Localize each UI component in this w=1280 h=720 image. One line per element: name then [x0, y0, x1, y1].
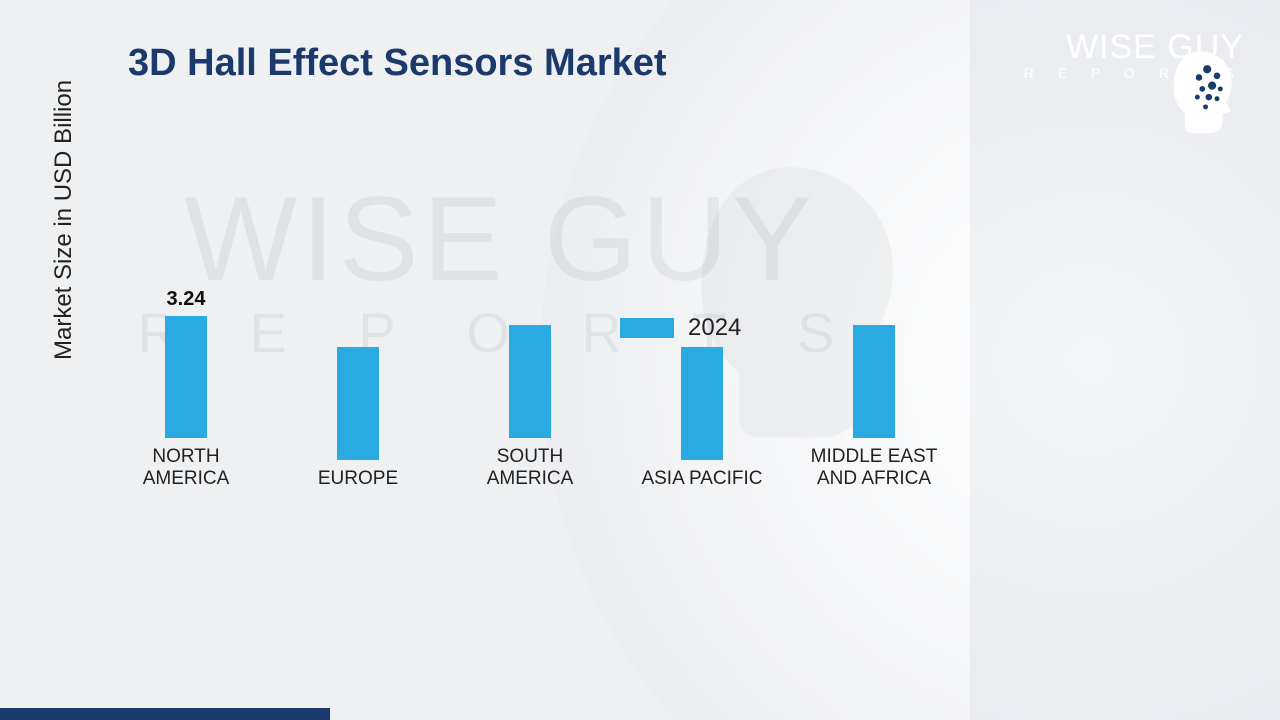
- y-axis-label: Market Size in USD Billion: [50, 80, 78, 360]
- bar-category-label: SOUTH AMERICA: [460, 446, 600, 490]
- bar-group: SOUTH AMERICA: [455, 297, 605, 490]
- bar-category-label: MIDDLE EAST AND AFRICA: [804, 446, 944, 490]
- bar-group: 3.24 NORTH AMERICA: [111, 288, 261, 490]
- chart-canvas: WISE GUY R E P O R T S WISE GUY R E P O …: [0, 0, 1280, 720]
- bar-category-label: NORTH AMERICA: [116, 446, 256, 490]
- bar-value-label: 3.24: [167, 288, 206, 310]
- chart-title: 3D Hall Effect Sensors Market: [128, 42, 667, 85]
- chart-area: 2024 3.24NORTH AMERICAEUROPESOUTH AMERIC…: [100, 150, 960, 570]
- bar: [337, 347, 379, 460]
- bars-container: 3.24 NORTH AMERICA EUROPE SOUTH AMERICA ASIA…: [100, 150, 960, 490]
- bar-group: MIDDLE EAST AND AFRICA: [799, 297, 949, 490]
- brand-head-icon: [1154, 48, 1244, 138]
- bar-category-label: EUROPE: [318, 468, 398, 490]
- bar-group: EUROPE: [283, 319, 433, 490]
- bar: [509, 325, 551, 438]
- brand-logo: WISE GUY R E P O R T S: [1024, 28, 1244, 81]
- bar-group: ASIA PACIFIC: [627, 319, 777, 490]
- bar-category-label: ASIA PACIFIC: [641, 468, 762, 490]
- bar: [165, 316, 207, 438]
- bar: [681, 347, 723, 460]
- bar: [853, 325, 895, 438]
- bottom-accent-bar: [0, 708, 330, 720]
